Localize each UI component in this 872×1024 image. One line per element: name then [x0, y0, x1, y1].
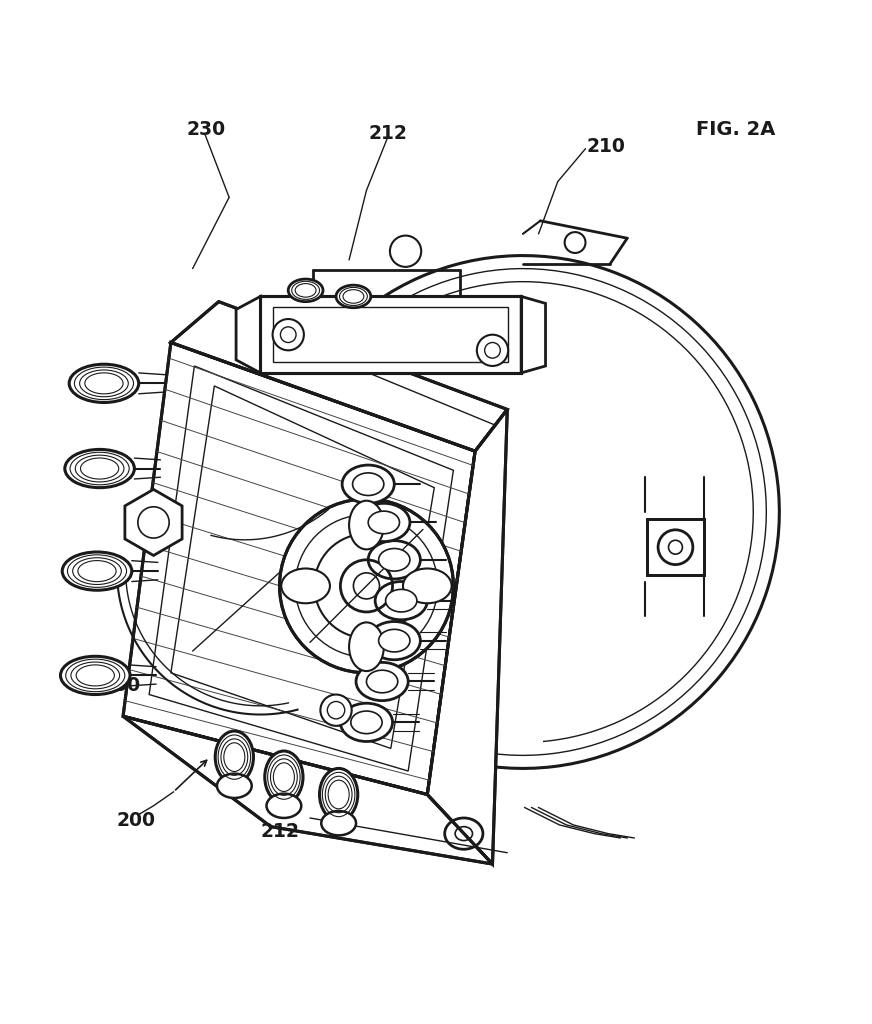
Text: 212: 212: [260, 822, 299, 842]
Ellipse shape: [356, 663, 408, 700]
Ellipse shape: [368, 511, 399, 534]
Ellipse shape: [349, 501, 384, 550]
Ellipse shape: [368, 541, 420, 579]
Ellipse shape: [65, 450, 134, 487]
Circle shape: [320, 694, 351, 726]
Ellipse shape: [368, 622, 420, 659]
Ellipse shape: [282, 568, 330, 603]
Ellipse shape: [455, 826, 473, 841]
Ellipse shape: [375, 582, 427, 620]
Circle shape: [273, 319, 303, 350]
Text: FIG. 2A: FIG. 2A: [696, 120, 775, 139]
Circle shape: [280, 499, 453, 673]
Ellipse shape: [403, 568, 452, 603]
Ellipse shape: [215, 731, 254, 783]
Bar: [261, 296, 521, 373]
Ellipse shape: [358, 504, 410, 542]
Circle shape: [477, 335, 508, 366]
Ellipse shape: [336, 285, 371, 308]
Ellipse shape: [69, 365, 139, 402]
Ellipse shape: [342, 465, 394, 504]
Ellipse shape: [378, 630, 410, 652]
Polygon shape: [171, 302, 508, 452]
Ellipse shape: [62, 552, 132, 590]
Ellipse shape: [265, 751, 303, 803]
Polygon shape: [427, 410, 508, 864]
Ellipse shape: [366, 670, 398, 693]
Text: 230: 230: [186, 120, 225, 139]
Ellipse shape: [217, 774, 252, 798]
Polygon shape: [123, 342, 475, 795]
Ellipse shape: [352, 473, 384, 496]
Polygon shape: [236, 296, 261, 373]
Ellipse shape: [385, 590, 417, 612]
Text: 230: 230: [102, 676, 141, 695]
Text: 210: 210: [586, 137, 625, 157]
Bar: [647, 519, 704, 575]
Ellipse shape: [60, 656, 130, 694]
Ellipse shape: [267, 794, 301, 818]
Ellipse shape: [319, 768, 358, 820]
Circle shape: [669, 541, 683, 554]
Polygon shape: [123, 716, 493, 864]
Circle shape: [390, 236, 421, 267]
Bar: [274, 307, 508, 362]
Ellipse shape: [321, 811, 356, 836]
Polygon shape: [125, 489, 182, 555]
Text: 200: 200: [117, 811, 155, 830]
Text: 212: 212: [369, 124, 407, 143]
Ellipse shape: [378, 549, 410, 571]
Ellipse shape: [340, 703, 392, 741]
Bar: [261, 296, 521, 373]
Polygon shape: [521, 296, 546, 373]
Ellipse shape: [351, 711, 382, 733]
Ellipse shape: [445, 818, 483, 849]
Ellipse shape: [349, 623, 384, 671]
Bar: [647, 519, 704, 575]
Ellipse shape: [289, 280, 323, 302]
